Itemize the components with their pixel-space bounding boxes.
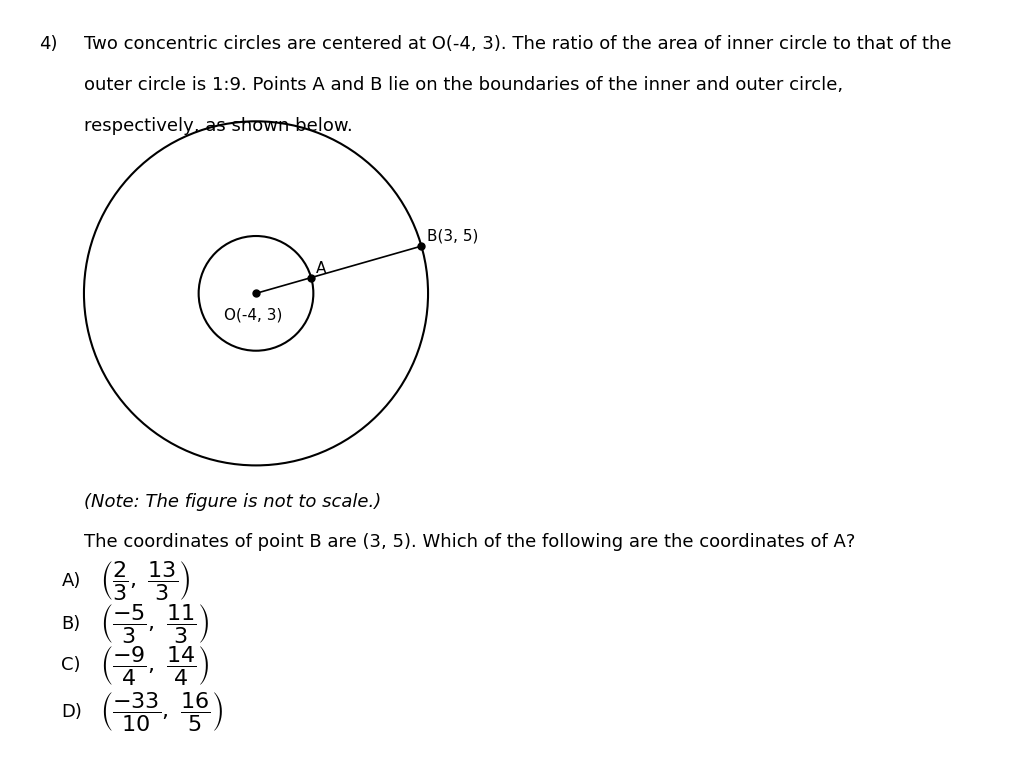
Text: A): A)	[61, 571, 81, 590]
Text: A: A	[315, 262, 326, 276]
Text: C): C)	[61, 656, 81, 675]
Text: $\left(\dfrac{-33}{10},\ \dfrac{16}{5}\right)$: $\left(\dfrac{-33}{10},\ \dfrac{16}{5}\r…	[100, 690, 224, 733]
Text: respectively, as shown below.: respectively, as shown below.	[84, 117, 352, 134]
Text: (Note: The figure is not to scale.): (Note: The figure is not to scale.)	[84, 493, 381, 510]
Text: $\left(\dfrac{-9}{4},\ \dfrac{14}{4}\right)$: $\left(\dfrac{-9}{4},\ \dfrac{14}{4}\rig…	[100, 644, 210, 687]
Text: Two concentric circles are centered at O(-4, 3). The ratio of the area of inner : Two concentric circles are centered at O…	[84, 35, 951, 52]
Text: The coordinates of point B are (3, 5). Which of the following are the coordinate: The coordinates of point B are (3, 5). W…	[84, 533, 855, 550]
Text: B(3, 5): B(3, 5)	[427, 229, 478, 243]
Text: O(-4, 3): O(-4, 3)	[224, 308, 283, 323]
Text: 4): 4)	[39, 35, 57, 52]
Text: D): D)	[61, 703, 82, 721]
Text: B): B)	[61, 615, 81, 633]
Text: $\left(\dfrac{-5}{3},\ \dfrac{11}{3}\right)$: $\left(\dfrac{-5}{3},\ \dfrac{11}{3}\rig…	[100, 602, 210, 645]
Text: $\left(\dfrac{2}{3},\ \dfrac{13}{3}\right)$: $\left(\dfrac{2}{3},\ \dfrac{13}{3}\righ…	[100, 559, 191, 602]
Text: outer circle is 1:9. Points A and B lie on the boundaries of the inner and outer: outer circle is 1:9. Points A and B lie …	[84, 76, 843, 93]
